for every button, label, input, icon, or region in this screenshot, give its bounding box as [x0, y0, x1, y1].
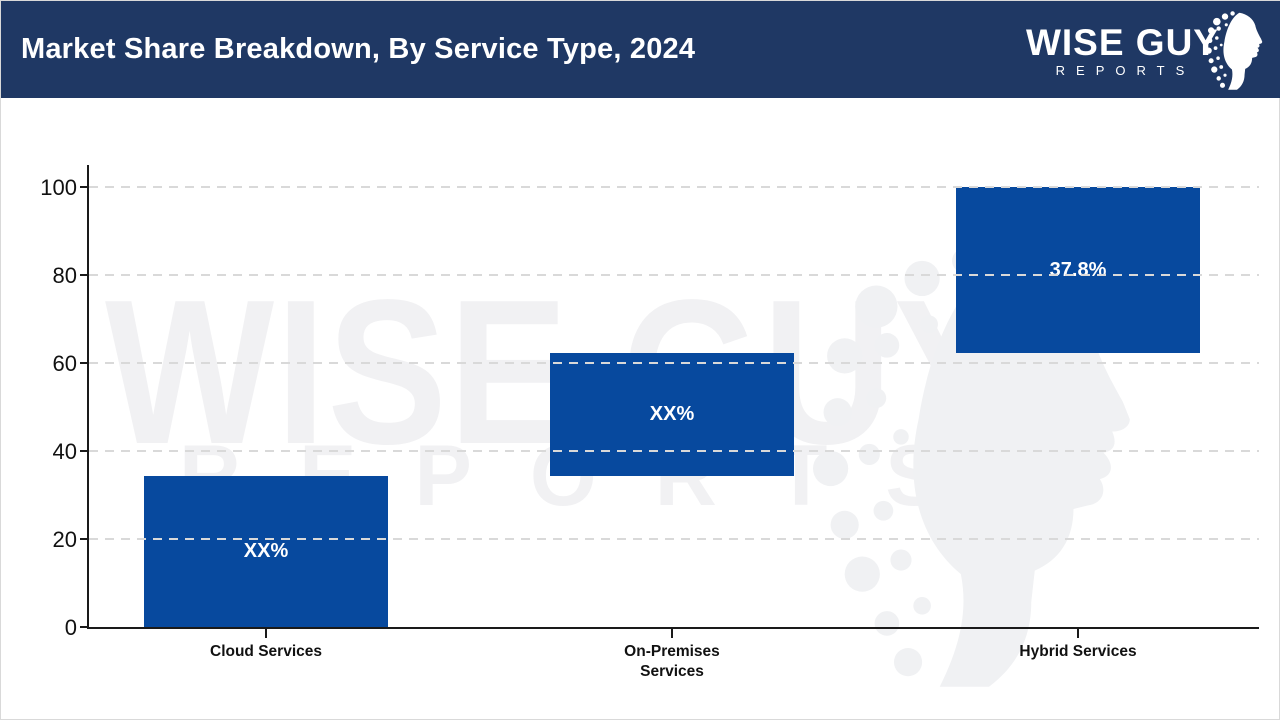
y-axis-line	[87, 165, 89, 629]
y-axis-tick	[80, 274, 89, 276]
y-tick-label: 0	[64, 615, 77, 640]
x-category-label: Cloud Services	[210, 643, 322, 660]
y-axis-tick	[80, 626, 89, 628]
brand-wordmark: WISE GUY REPORTS	[1026, 24, 1219, 77]
y-tick-label: 80	[52, 263, 77, 288]
x-category-label: Hybrid Services	[1019, 643, 1137, 660]
bar-segment: XX%	[550, 353, 794, 477]
x-axis-tick	[671, 629, 673, 638]
bar-value-label: XX%	[243, 540, 289, 563]
y-axis-tick	[80, 186, 89, 188]
y-tick-label: 100	[40, 175, 77, 200]
gridline	[89, 362, 1259, 364]
bar-segment: XX%	[144, 476, 388, 627]
y-axis-tick	[80, 538, 89, 540]
brand-logo: WISE GUY REPORTS	[1026, 7, 1269, 93]
y-axis-tick	[80, 450, 89, 452]
y-tick-label: 40	[52, 439, 77, 464]
brand-subtitle: REPORTS	[1055, 62, 1196, 78]
x-axis-tick	[1077, 629, 1079, 638]
brand-name: WISE GUY	[1025, 21, 1219, 63]
y-axis-tick	[80, 362, 89, 364]
page-title: Market Share Breakdown, By Service Type,…	[21, 33, 696, 65]
x-axis-line	[89, 627, 1259, 629]
x-category-label: On-Premises Services	[624, 643, 720, 681]
gridline	[89, 538, 1259, 540]
y-tick-label: 20	[52, 527, 77, 552]
bar-segment: 37.8%	[956, 187, 1200, 354]
gridline	[89, 450, 1259, 452]
y-tick-label: 60	[52, 351, 77, 376]
gridline	[89, 186, 1259, 188]
x-axis-tick	[265, 629, 267, 638]
bar-value-label: 37.8%	[1049, 258, 1107, 281]
brand-head-icon	[1205, 11, 1263, 90]
report-header: Market Share Breakdown, By Service Type,…	[1, 1, 1280, 98]
gridline	[89, 274, 1259, 276]
bar-value-label: XX%	[649, 403, 695, 426]
